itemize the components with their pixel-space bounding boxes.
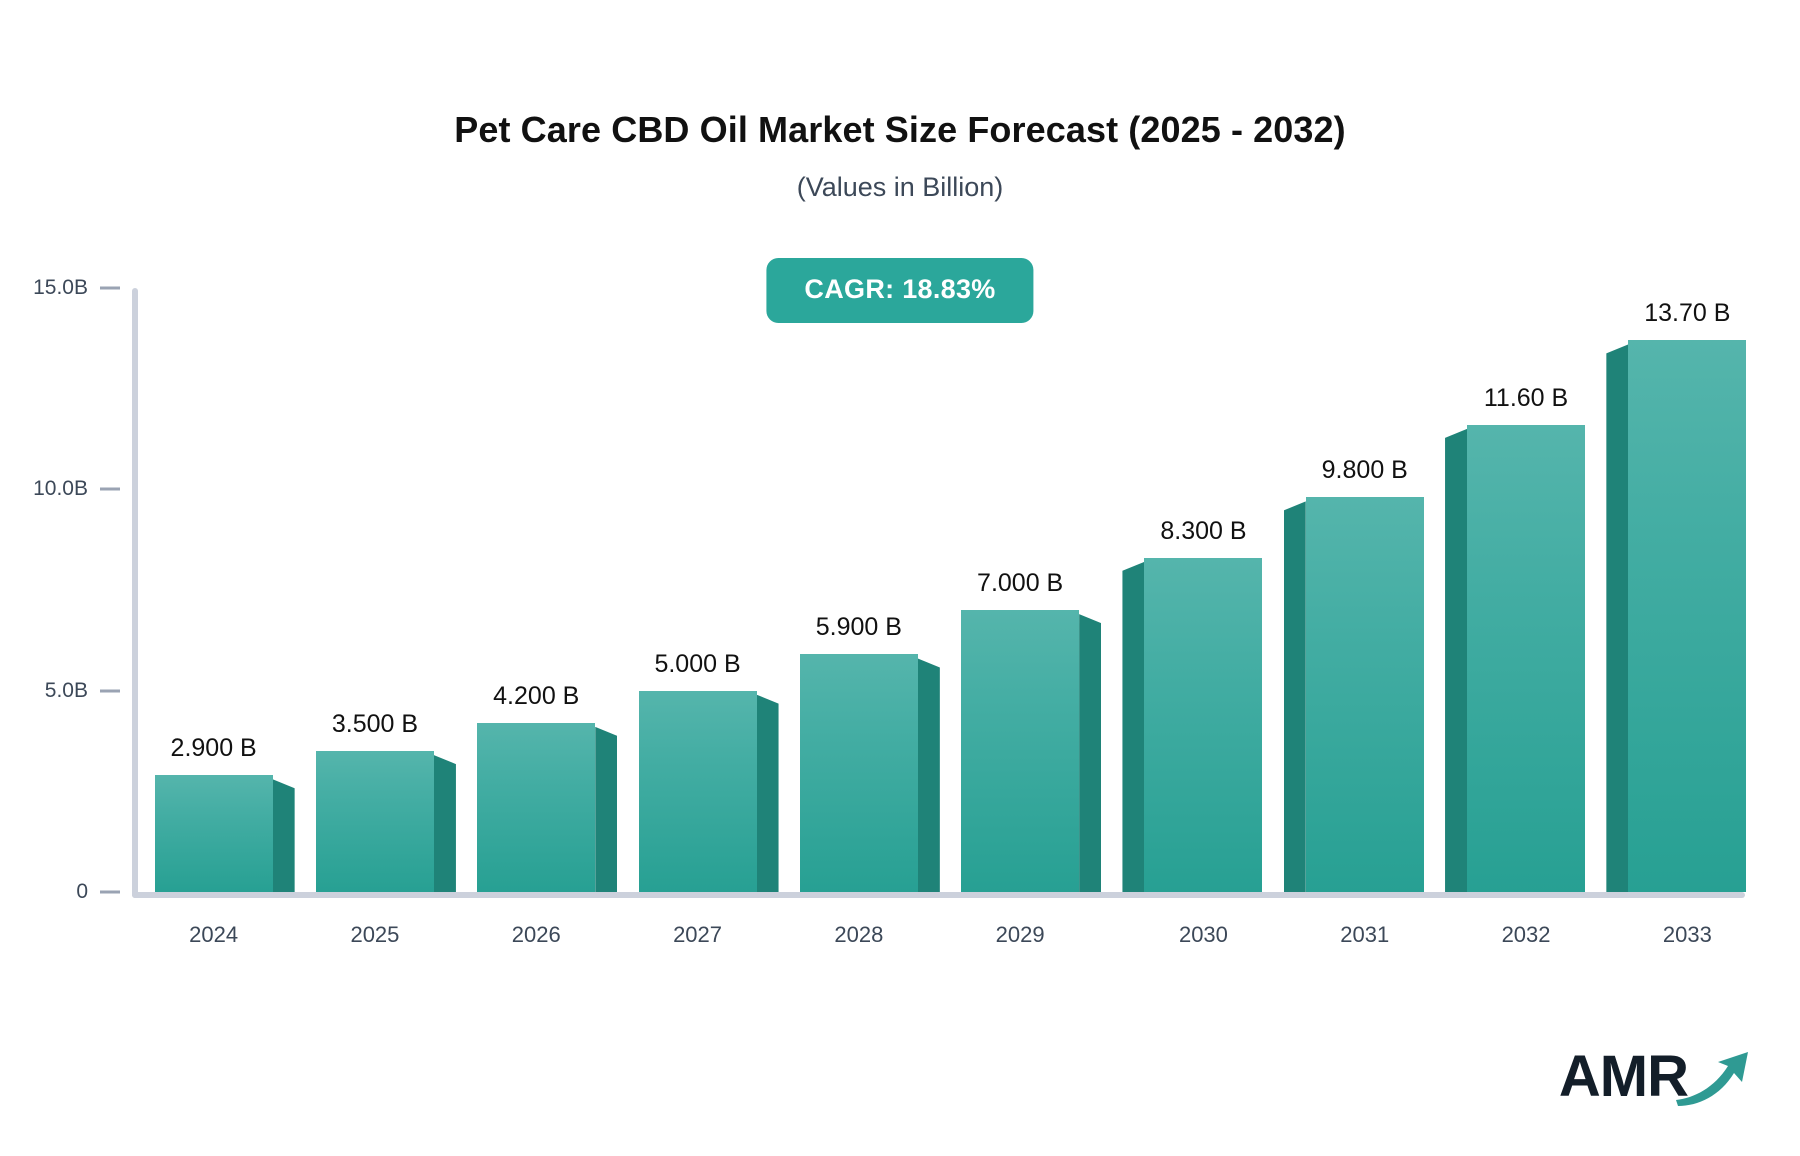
bar-value-label: 2.900 B (170, 734, 257, 763)
bar-2029[interactable]: 7.000 B (961, 550, 1102, 892)
bar-front-face (638, 690, 757, 892)
title-block: Pet Care CBD Oil Market Size Forecast (2… (0, 108, 1800, 204)
y-axis-tick-mark (100, 286, 120, 290)
x-axis-tick-label: 2030 (1178, 922, 1228, 947)
bar-side-face (595, 726, 618, 892)
bar-value-label: 7.000 B (977, 569, 1064, 598)
bar-2025[interactable]: 3.500 B (315, 691, 456, 892)
bar-front-face (477, 722, 596, 892)
x-axis-tick-label: 2029 (995, 922, 1045, 947)
bar-2027[interactable]: 5.000 B (638, 631, 779, 892)
bar-side-face (1606, 344, 1629, 892)
bar-2032[interactable]: 11.60 B (1445, 365, 1586, 892)
plot-area: 2.900 B 3.500 B 4.200 B 5.000 B 5.900 B 7.000… (132, 288, 1747, 898)
bar-front-face (1144, 557, 1263, 892)
y-axis-tick-label: 0 (76, 880, 88, 903)
bar-2031[interactable]: 9.800 B (1283, 437, 1424, 892)
bar-value-label: 3.500 B (331, 710, 419, 739)
bar-front-face (961, 610, 1080, 892)
growth-arrow-icon (1674, 1048, 1752, 1115)
x-axis-tick-label: 2025 (350, 922, 400, 947)
x-axis-tick-label: 2032 (1501, 922, 1551, 947)
y-axis-tick-label: 5.0B (44, 678, 88, 702)
bar-value-label: 13.70 B (1644, 299, 1731, 328)
bar-front-face (1467, 424, 1586, 892)
bar-front-face (154, 775, 273, 892)
x-axis-tick-label: 2033 (1662, 922, 1712, 947)
x-axis-tick-label: 2027 (673, 922, 723, 947)
bar-front-face (799, 654, 918, 892)
bar-value-label: 9.800 B (1321, 456, 1408, 485)
bar-value-label: 11.60 B (1483, 383, 1569, 412)
bar-side-face (1283, 501, 1306, 892)
y-axis-tick-mark (100, 487, 120, 491)
bar-front-face (1305, 497, 1424, 892)
y-axis-line (132, 288, 138, 898)
bar-value-label: 5.900 B (815, 613, 902, 642)
bar-side-face (1445, 428, 1468, 892)
bars-layer: 2.900 B 3.500 B 4.200 B 5.000 B 5.900 B 7.000… (132, 288, 1747, 898)
bar-2024[interactable]: 2.900 B (154, 715, 295, 892)
amr-logo: AMR (1559, 1038, 1752, 1116)
bar-2028[interactable]: 5.900 B (799, 594, 940, 892)
bar-side-face (433, 755, 456, 892)
cagr-badge: CAGR: 18.83% (766, 258, 1034, 323)
chart-subtitle: (Values in Billion) (796, 172, 1004, 203)
bar-front-face (1628, 340, 1747, 892)
bar-value-label: 4.200 B (493, 681, 580, 710)
x-axis-tick-label: 2031 (1340, 922, 1390, 947)
page-title: Pet Care CBD Oil Market Size Forecast (2… (454, 109, 1346, 150)
y-axis-tick-mark (100, 890, 120, 894)
x-axis-tick-label: 2028 (834, 922, 884, 947)
x-axis-tick-label: 2024 (189, 922, 239, 947)
bar-side-face (272, 779, 295, 892)
bar-2030[interactable]: 8.300 B (1122, 498, 1263, 892)
x-axis-line (132, 892, 1745, 898)
bar-side-face (1122, 561, 1145, 892)
y-axis-tick-label: 10.0B (33, 477, 88, 501)
bar-2033[interactable]: 13.70 B (1606, 280, 1747, 892)
y-axis-tick-label: 15.0B (33, 276, 88, 299)
bar-side-face (1079, 614, 1102, 892)
logo-text: AMR (1558, 1044, 1689, 1109)
bar-side-face (917, 658, 940, 892)
y-axis-tick-mark (100, 689, 120, 693)
bar-value-label: 8.300 B (1160, 516, 1247, 545)
bar-2026[interactable]: 4.200 B (477, 663, 618, 892)
x-axis-tick-label: 2026 (511, 922, 561, 947)
bar-value-label: 5.000 B (654, 649, 741, 678)
bar-side-face (756, 694, 779, 892)
bar-front-face (315, 751, 434, 892)
